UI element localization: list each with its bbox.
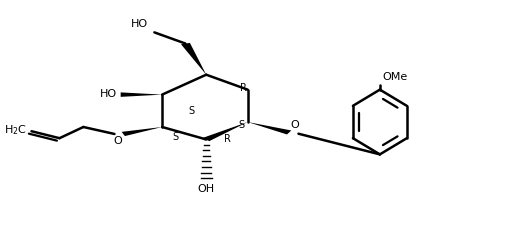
Text: HO: HO xyxy=(131,19,148,29)
Text: R: R xyxy=(240,83,247,93)
Polygon shape xyxy=(122,127,162,136)
Text: O: O xyxy=(291,120,299,130)
Text: H$_2$C: H$_2$C xyxy=(4,123,27,137)
Text: OMe: OMe xyxy=(382,72,408,82)
Polygon shape xyxy=(248,122,291,134)
Text: S: S xyxy=(173,132,178,142)
Polygon shape xyxy=(203,122,248,141)
Polygon shape xyxy=(181,43,206,75)
Text: HO: HO xyxy=(99,89,117,99)
Text: S: S xyxy=(239,120,245,129)
Text: O: O xyxy=(113,136,122,146)
Text: OH: OH xyxy=(197,184,215,194)
Text: R: R xyxy=(224,134,231,144)
Polygon shape xyxy=(121,92,162,97)
Text: S: S xyxy=(188,106,194,116)
